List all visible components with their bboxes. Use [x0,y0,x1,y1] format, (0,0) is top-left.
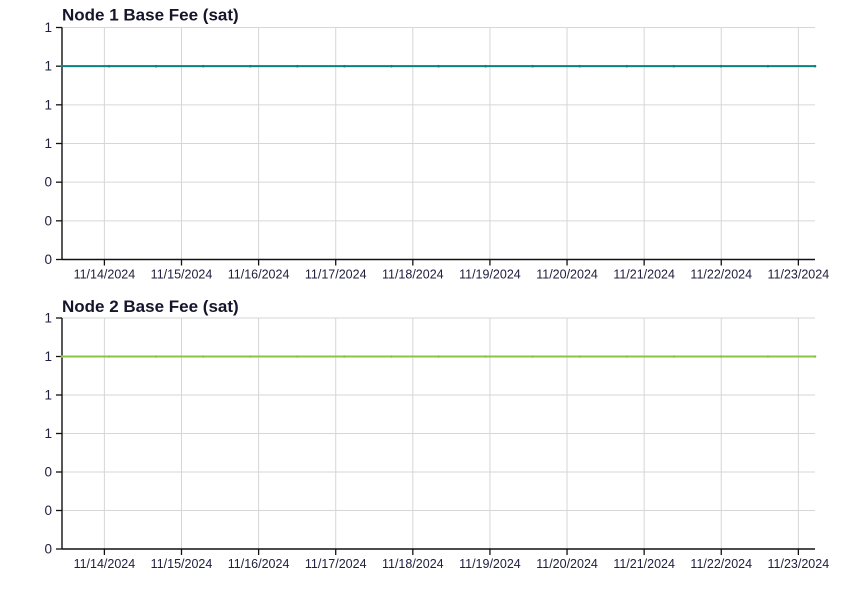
svg-text:11/22/2024: 11/22/2024 [690,557,752,571]
svg-text:0: 0 [44,213,52,228]
svg-text:11/22/2024: 11/22/2024 [690,268,752,282]
svg-text:11/15/2024: 11/15/2024 [151,268,213,282]
svg-text:Node 1 Base Fee (sat): Node 1 Base Fee (sat) [62,6,239,25]
svg-text:11/14/2024: 11/14/2024 [74,268,136,282]
svg-text:11/20/2024: 11/20/2024 [536,268,598,282]
svg-text:11/23/2024: 11/23/2024 [768,268,830,282]
svg-text:11/18/2024: 11/18/2024 [382,268,444,282]
svg-text:0: 0 [44,465,52,480]
svg-text:0: 0 [44,542,52,557]
svg-text:11/15/2024: 11/15/2024 [151,557,213,571]
svg-text:11/19/2024: 11/19/2024 [459,268,521,282]
svg-text:1: 1 [44,59,52,74]
svg-text:0: 0 [44,503,52,518]
svg-text:1: 1 [44,426,52,441]
svg-text:11/18/2024: 11/18/2024 [382,557,444,571]
svg-text:1: 1 [44,388,52,403]
svg-text:0: 0 [44,175,52,190]
svg-text:1: 1 [44,136,52,151]
svg-text:1: 1 [44,349,52,364]
svg-text:11/23/2024: 11/23/2024 [768,557,830,571]
svg-text:1: 1 [44,20,52,35]
svg-text:11/21/2024: 11/21/2024 [613,557,675,571]
svg-text:11/16/2024: 11/16/2024 [228,557,290,571]
svg-text:11/21/2024: 11/21/2024 [613,268,675,282]
svg-text:11/17/2024: 11/17/2024 [305,268,367,282]
svg-text:1: 1 [44,97,52,112]
svg-text:11/16/2024: 11/16/2024 [228,268,290,282]
svg-text:Node 2 Base Fee (sat): Node 2 Base Fee (sat) [62,297,239,316]
svg-text:1: 1 [44,311,52,326]
svg-text:11/19/2024: 11/19/2024 [459,557,521,571]
svg-text:11/20/2024: 11/20/2024 [536,557,598,571]
svg-text:0: 0 [44,252,52,267]
svg-text:11/14/2024: 11/14/2024 [74,557,136,571]
svg-text:11/17/2024: 11/17/2024 [305,557,367,571]
